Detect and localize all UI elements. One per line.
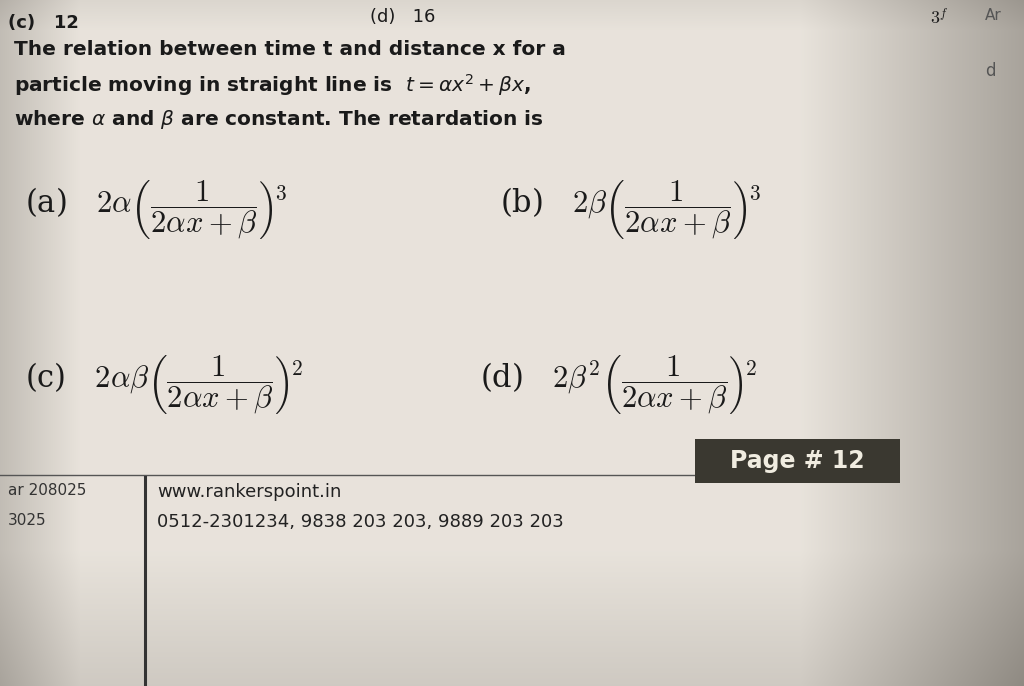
Text: 3025: 3025 <box>8 513 47 528</box>
Text: 0512-2301234, 9838 203 203, 9889 203 203: 0512-2301234, 9838 203 203, 9889 203 203 <box>157 513 564 531</box>
Text: (d)   16: (d) 16 <box>370 8 435 26</box>
Text: (a)   $2\alpha\left(\dfrac{1}{2\alpha x+\beta}\right)^{\!3}$: (a) $2\alpha\left(\dfrac{1}{2\alpha x+\b… <box>25 178 287 241</box>
Text: (b)   $2\beta\left(\dfrac{1}{2\alpha x+\beta}\right)^{\!3}$: (b) $2\beta\left(\dfrac{1}{2\alpha x+\be… <box>500 178 761 241</box>
Text: particle moving in straight line is  $t=\alpha x^2+\beta x$,: particle moving in straight line is $t=\… <box>14 72 530 98</box>
Text: Ar: Ar <box>985 8 1001 23</box>
Text: The relation between time t and distance x for a: The relation between time t and distance… <box>14 40 566 59</box>
Text: ar 208025: ar 208025 <box>8 483 86 498</box>
Text: www.rankerspoint.in: www.rankerspoint.in <box>157 483 341 501</box>
FancyBboxPatch shape <box>695 439 900 483</box>
Text: $3^f$: $3^f$ <box>930 8 949 29</box>
Text: (c)   12: (c) 12 <box>8 14 79 32</box>
Text: (c)   $2\alpha\beta\left(\dfrac{1}{2\alpha x+\beta}\right)^{\!2}$: (c) $2\alpha\beta\left(\dfrac{1}{2\alpha… <box>25 353 303 417</box>
Text: where $\alpha$ and $\beta$ are constant. The retardation is: where $\alpha$ and $\beta$ are constant.… <box>14 108 544 131</box>
Text: (d)   $2\beta^2\left(\dfrac{1}{2\alpha x+\beta}\right)^{\!2}$: (d) $2\beta^2\left(\dfrac{1}{2\alpha x+\… <box>480 353 758 417</box>
Text: Page # 12: Page # 12 <box>730 449 865 473</box>
Text: d: d <box>985 62 995 80</box>
